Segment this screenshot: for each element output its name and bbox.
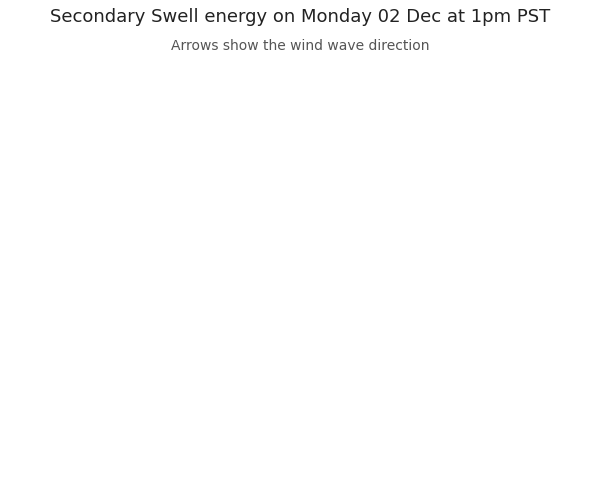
Text: Arrows show the wind wave direction: Arrows show the wind wave direction bbox=[171, 39, 430, 53]
Text: Secondary Swell energy on Monday 02 Dec at 1pm PST: Secondary Swell energy on Monday 02 Dec … bbox=[50, 8, 551, 26]
Text: cartopy not available: No module named 'cartopy': cartopy not available: No module named '… bbox=[126, 265, 475, 279]
